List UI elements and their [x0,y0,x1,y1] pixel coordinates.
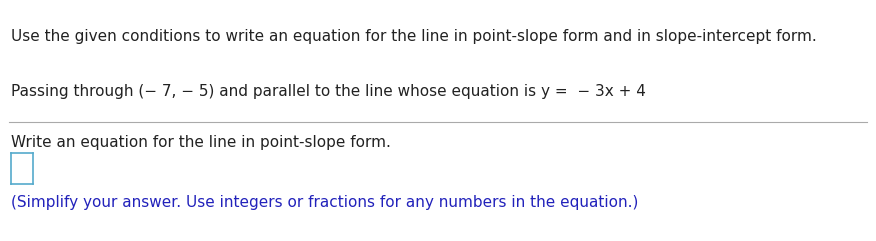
Text: Passing through (− 7, − 5) and parallel to the line whose equation is y =  − 3x : Passing through (− 7, − 5) and parallel … [11,84,646,99]
Text: Use the given conditions to write an equation for the line in point-slope form a: Use the given conditions to write an equ… [11,29,817,44]
Text: Write an equation for the line in point-slope form.: Write an equation for the line in point-… [11,135,392,150]
Text: (Simplify your answer. Use integers or fractions for any numbers in the equation: (Simplify your answer. Use integers or f… [11,195,639,210]
